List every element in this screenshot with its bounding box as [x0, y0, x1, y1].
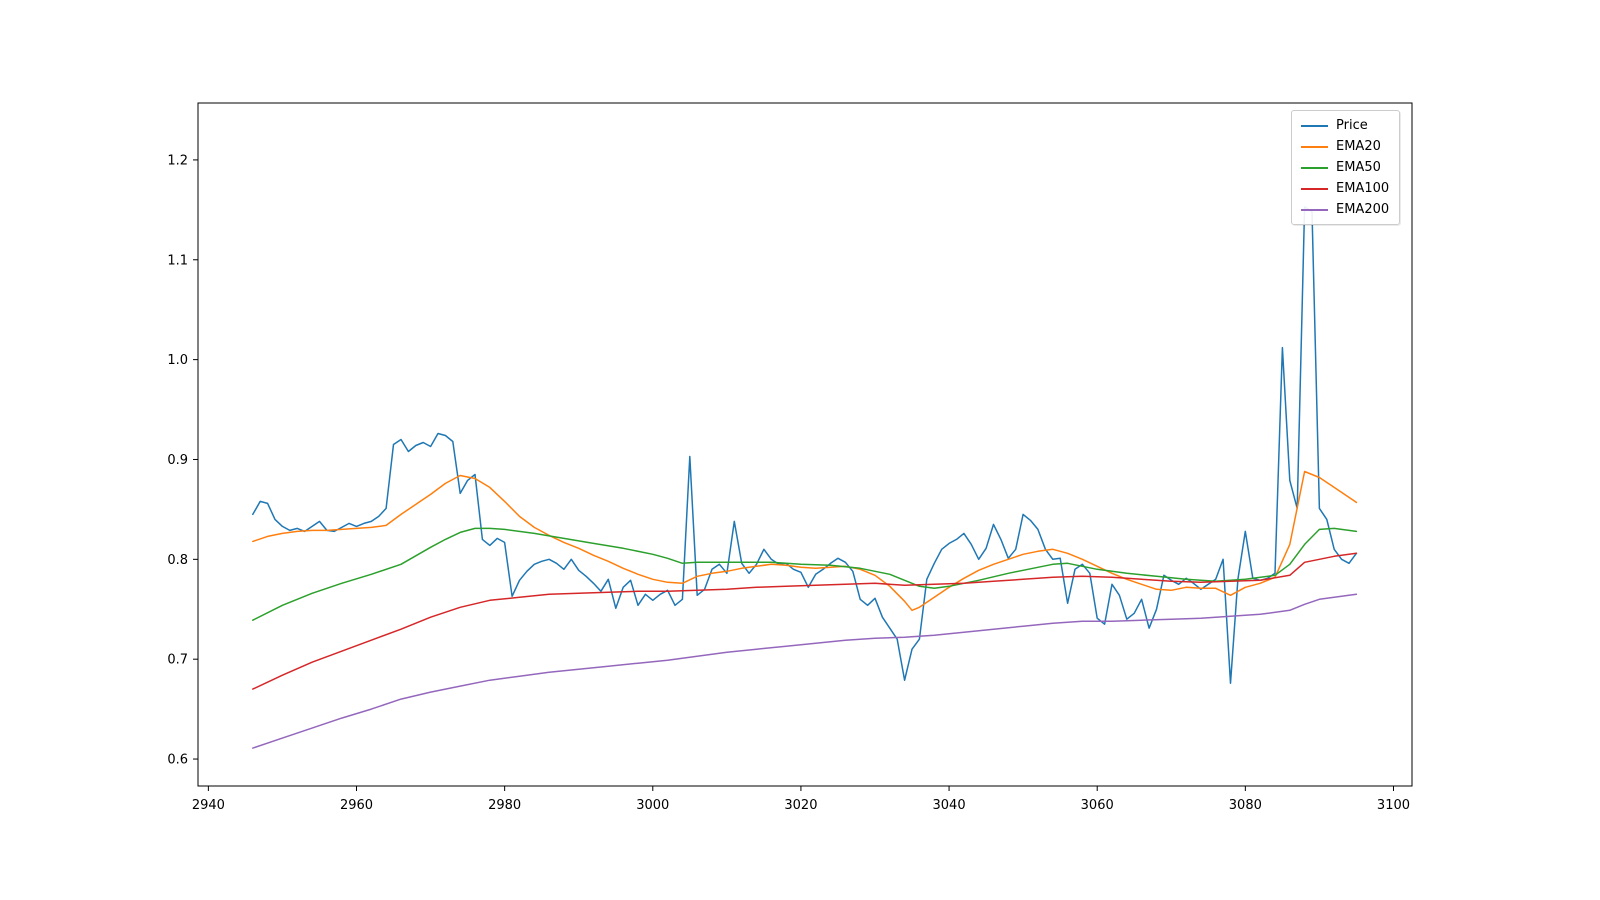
y-tick-label: 0.7 — [167, 653, 188, 668]
y-tick-label: 1.1 — [167, 253, 188, 268]
x-tick-label: 3040 — [933, 798, 966, 813]
legend-label-ema20: EMA20 — [1336, 139, 1381, 154]
y-tick-label: 0.6 — [167, 753, 188, 768]
x-tick-label: 2980 — [488, 798, 521, 813]
legend-item-price: Price — [1301, 118, 1389, 133]
y-tick-label: 1.0 — [167, 353, 188, 368]
legend-swatch-ema50 — [1301, 166, 1328, 169]
x-tick-label: 3100 — [1377, 798, 1410, 813]
x-tick-label: 3000 — [636, 798, 669, 813]
series-line-ema200 — [252, 593, 1358, 749]
legend-swatch-ema100 — [1301, 187, 1328, 190]
y-tick-label: 0.9 — [167, 453, 188, 468]
legend-swatch-price — [1301, 124, 1328, 127]
legend-item-ema20: EMA20 — [1301, 139, 1389, 154]
series-line-ema100 — [252, 552, 1358, 690]
series-line-price — [252, 206, 1358, 684]
legend-item-ema200: EMA200 — [1301, 202, 1389, 217]
legend: Price EMA20 EMA50 EMA100 EMA200 — [1291, 110, 1401, 225]
legend-item-ema100: EMA100 — [1301, 181, 1389, 196]
legend-label-ema50: EMA50 — [1336, 160, 1381, 175]
x-tick-label: 3080 — [1229, 798, 1262, 813]
x-tick-label: 3060 — [1081, 798, 1114, 813]
plot-border — [197, 102, 1413, 787]
x-tick-label: 2940 — [192, 798, 225, 813]
legend-label-ema200: EMA200 — [1336, 202, 1390, 217]
legend-label-price: Price — [1336, 118, 1368, 133]
legend-label-ema100: EMA100 — [1336, 181, 1390, 196]
x-tick-label: 3020 — [784, 798, 817, 813]
legend-item-ema50: EMA50 — [1301, 160, 1389, 175]
legend-swatch-ema200 — [1301, 208, 1328, 211]
x-tick-label: 2960 — [340, 798, 373, 813]
y-tick-label: 1.2 — [167, 153, 188, 168]
series-line-ema50 — [252, 527, 1358, 621]
series-line-ema20 — [252, 470, 1358, 612]
y-tick-label: 0.8 — [167, 553, 188, 568]
legend-swatch-ema20 — [1301, 145, 1328, 148]
